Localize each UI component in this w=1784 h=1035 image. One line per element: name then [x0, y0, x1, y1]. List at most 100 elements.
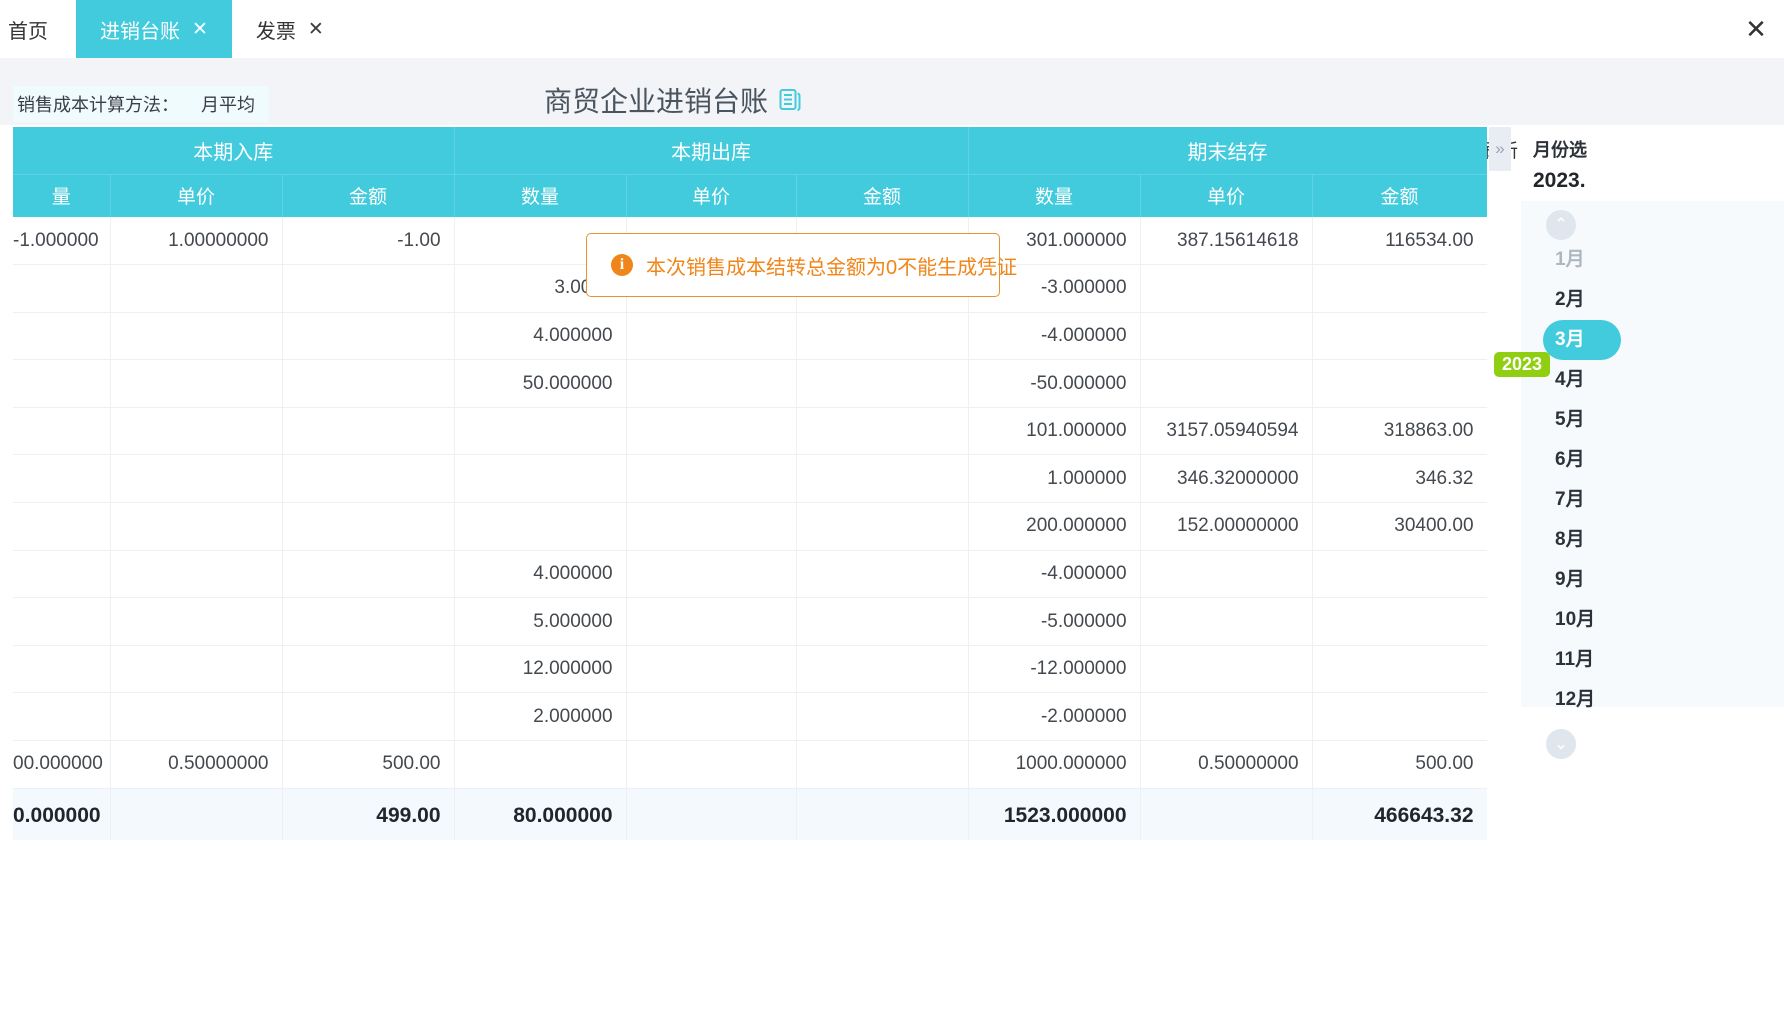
month-panel-header: 月份选 2023.: [1521, 127, 1784, 201]
table-cell: [1312, 359, 1487, 408]
table-cell: 1.000000: [968, 454, 1141, 504]
month-item-4[interactable]: 4月: [1555, 369, 1585, 390]
month-item-1[interactable]: 1月: [1555, 249, 1585, 270]
window-close-button[interactable]: ✕: [1728, 0, 1784, 58]
column-header[interactable]: 量: [13, 174, 111, 217]
table-cell: [1312, 312, 1487, 361]
table-cell: 00.000000: [13, 740, 111, 789]
cost-method-label: 销售成本计算方法：: [17, 95, 179, 115]
table-cell: [796, 550, 969, 599]
table-cell: [13, 597, 111, 646]
group-header-inbound: 本期入库: [13, 127, 455, 175]
table-cell: 318863.00: [1312, 407, 1487, 456]
month-item-7[interactable]: 7月: [1555, 489, 1585, 510]
table-cell: 346.32000000: [1140, 454, 1313, 504]
month-item-6[interactable]: 6月: [1555, 449, 1585, 470]
column-header[interactable]: 单价: [110, 174, 283, 217]
table-cell: [796, 502, 969, 551]
scroll-down-button[interactable]: ⌄: [1546, 729, 1576, 759]
close-icon[interactable]: ✕: [307, 18, 324, 40]
toolbar: 销售成本计算方法：月平均 商贸企业进销台账 对账 重新开账 存货别名 生成凭证: [0, 58, 1784, 175]
table-cell: [454, 407, 627, 456]
table-cell: [626, 407, 797, 456]
table-cell: [626, 312, 797, 361]
month-item-8[interactable]: 8月: [1555, 529, 1585, 550]
year-badge: 2023: [1494, 352, 1551, 377]
month-panel-title: 月份选: [1533, 140, 1587, 160]
month-item-2[interactable]: 2月: [1555, 289, 1585, 310]
alert-message: 本次销售成本结转总金额为0不能生成凭证: [646, 256, 1018, 279]
close-icon[interactable]: ✕: [192, 18, 208, 40]
month-item-5[interactable]: 5月: [1555, 409, 1585, 430]
scroll-up-button[interactable]: ⌃: [1546, 210, 1576, 240]
tab-home[interactable]: 首页: [0, 0, 76, 58]
table-cell: [110, 312, 283, 361]
column-header[interactable]: 数量: [454, 174, 627, 217]
tab-label: 发票: [255, 20, 296, 43]
month-panel-collapse-button[interactable]: »: [1489, 127, 1511, 171]
table-cell: 4.000000: [454, 550, 627, 599]
table-cell: 5.000000: [454, 597, 627, 646]
month-item-12[interactable]: 12月: [1555, 689, 1596, 710]
tab-invoice[interactable]: 发票 ✕: [232, 0, 348, 58]
table-cell: [13, 502, 111, 551]
table-cell: [796, 359, 969, 408]
table-row[interactable]: 1.000000 346.32000000 346.32: [13, 454, 1487, 504]
table-total-cell: [626, 787, 797, 840]
column-header[interactable]: 单价: [626, 174, 797, 217]
table-total-cell: 466643.32: [1312, 787, 1487, 840]
page-title: 商贸企业进销台账: [544, 80, 804, 120]
table-cell: [110, 645, 283, 694]
table-row[interactable]: 5.000000 -5.000000: [13, 597, 1487, 646]
table-cell: [1312, 692, 1487, 742]
month-panel-period: 2023.: [1533, 169, 1586, 192]
table-cell: [110, 692, 283, 742]
table-cell: 0.50000000: [1140, 740, 1313, 789]
table-cell: 1.00000000: [110, 217, 283, 266]
month-item-3[interactable]: 3月: [1543, 320, 1621, 360]
table-row[interactable]: 4.000000 -4.000000: [13, 312, 1487, 361]
table-cell: [796, 692, 969, 742]
table-row[interactable]: 12.000000 -12.000000: [13, 645, 1487, 694]
column-header[interactable]: 数量: [968, 174, 1141, 217]
table-cell: [282, 407, 455, 456]
table-total-cell: [796, 787, 969, 840]
table-cell: -1.000000: [13, 217, 111, 266]
table-row[interactable]: 200.000000 152.00000000 30400.00: [13, 502, 1487, 551]
table-total-cell: 1523.000000: [968, 787, 1141, 840]
table-row[interactable]: 4.000000 -4.000000: [13, 550, 1487, 599]
table-head: 本期入库 本期出库 期末结存 量 单价 金额 数量 单价 金额 数量 单价 金额: [13, 127, 1487, 217]
table-group-header-row: 本期入库 本期出库 期末结存: [13, 127, 1487, 175]
table-cell: [1312, 597, 1487, 646]
table-cell: 500.00: [282, 740, 455, 789]
table-row[interactable]: 00.000000 0.50000000 500.00 1000.000000 0.50…: [13, 740, 1487, 789]
table-cell: [282, 359, 455, 408]
column-header[interactable]: 单价: [1140, 174, 1313, 217]
table-cell: -12.000000: [968, 645, 1141, 694]
table-cell: [796, 407, 969, 456]
table-cell: [1312, 550, 1487, 599]
table-row[interactable]: 101.000000 3157.05940594 318863.00: [13, 407, 1487, 456]
table-row[interactable]: 2.000000 -2.000000: [13, 692, 1487, 742]
document-icon[interactable]: [778, 87, 804, 113]
table-cell: [626, 645, 797, 694]
table-cell: [110, 264, 283, 313]
month-item-10[interactable]: 10月: [1555, 609, 1596, 630]
table-cell: 2.000000: [454, 692, 627, 742]
table-cell: 500.00: [1312, 740, 1487, 789]
column-header[interactable]: 金额: [1312, 174, 1487, 217]
column-header[interactable]: 金额: [282, 174, 455, 217]
month-item-9[interactable]: 9月: [1555, 569, 1585, 590]
table-row[interactable]: 50.000000 -50.000000: [13, 359, 1487, 408]
table-total-cell: 80.000000: [454, 787, 627, 840]
table-cell: [1140, 597, 1313, 646]
column-header[interactable]: 金额: [796, 174, 969, 217]
table-cell: [1140, 312, 1313, 361]
table-cell: [13, 454, 111, 504]
table-cell: [110, 597, 283, 646]
table-cell: [1140, 359, 1313, 408]
tab-ledger[interactable]: 进销台账 ✕: [76, 0, 232, 58]
ledger-table-container[interactable]: 本期入库 本期出库 期末结存 量 单价 金额 数量 单价 金额 数量 单价 金额…: [13, 127, 1487, 840]
table-cell: 4.000000: [454, 312, 627, 361]
month-item-11[interactable]: 11月: [1555, 649, 1595, 670]
